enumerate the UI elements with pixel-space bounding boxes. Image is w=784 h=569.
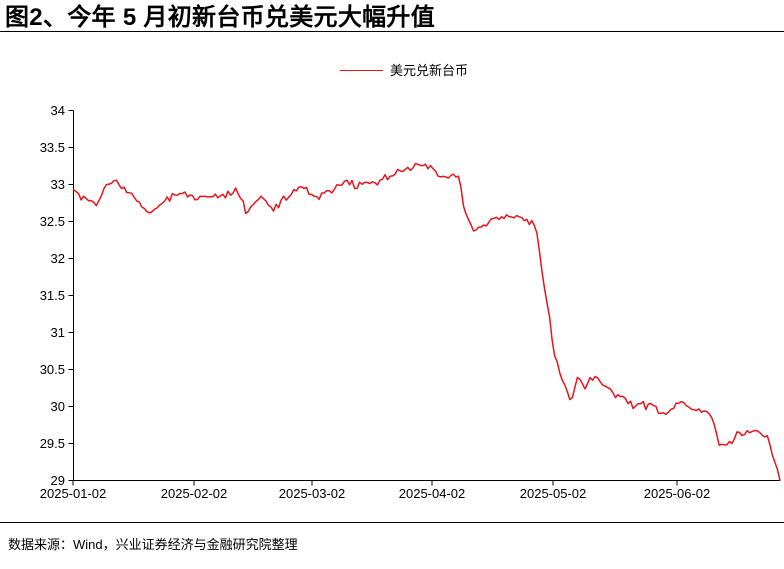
svg-text:30.5: 30.5 (40, 362, 65, 377)
svg-text:31.5: 31.5 (40, 288, 65, 303)
svg-text:31: 31 (51, 325, 65, 340)
svg-text:2025-03-02: 2025-03-02 (279, 486, 346, 501)
svg-text:30: 30 (51, 399, 65, 414)
svg-text:2025-05-02: 2025-05-02 (520, 486, 587, 501)
svg-text:34: 34 (51, 103, 65, 118)
svg-text:2025-06-02: 2025-06-02 (644, 486, 711, 501)
svg-text:33: 33 (51, 177, 65, 192)
svg-text:2025-04-02: 2025-04-02 (399, 486, 466, 501)
svg-text:33.5: 33.5 (40, 140, 65, 155)
svg-text:32.5: 32.5 (40, 214, 65, 229)
svg-text:32: 32 (51, 251, 65, 266)
svg-text:2025-02-02: 2025-02-02 (161, 486, 228, 501)
svg-text:29.5: 29.5 (40, 436, 65, 451)
svg-text:2025-01-02: 2025-01-02 (40, 486, 107, 501)
